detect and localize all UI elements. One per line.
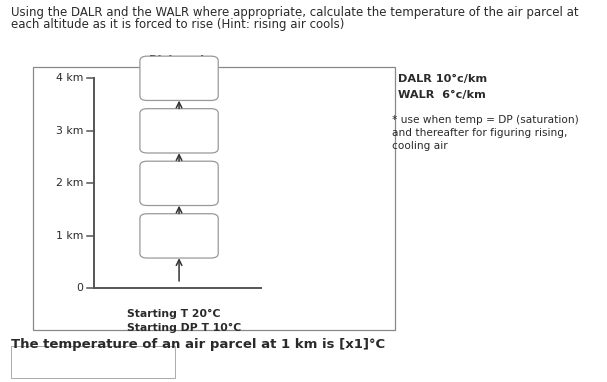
Bar xyxy=(33,67,395,330)
Text: 0: 0 xyxy=(76,283,83,293)
Text: DALR 10°c/km: DALR 10°c/km xyxy=(398,74,487,84)
Text: and thereafter for figuring rising,: and thereafter for figuring rising, xyxy=(392,128,567,138)
Text: Starting T 20°C: Starting T 20°C xyxy=(127,309,221,319)
Text: 2 km: 2 km xyxy=(56,178,83,188)
Text: cooling air: cooling air xyxy=(392,141,447,151)
FancyBboxPatch shape xyxy=(140,56,219,100)
FancyBboxPatch shape xyxy=(140,161,219,206)
Text: each altitude as it is forced to rise (Hint: rising air cools): each altitude as it is forced to rise (H… xyxy=(11,18,344,31)
Text: 1 km: 1 km xyxy=(56,231,83,241)
Text: 3 km: 3 km xyxy=(56,126,83,136)
FancyBboxPatch shape xyxy=(140,109,219,153)
Text: Using the DALR and the WALR where appropriate, calculate the temperature of the : Using the DALR and the WALR where approp… xyxy=(11,6,578,19)
Text: * use when temp = DP (saturation): * use when temp = DP (saturation) xyxy=(392,115,578,125)
Text: 4 km: 4 km xyxy=(56,73,83,83)
Text: WALR  6°c/km: WALR 6°c/km xyxy=(398,90,486,100)
Bar xyxy=(11,346,175,378)
Text: Starting DP T 10°C: Starting DP T 10°C xyxy=(127,323,242,333)
Text: The temperature of an air parcel at 1 km is [x1]°C: The temperature of an air parcel at 1 km… xyxy=(11,338,385,351)
FancyBboxPatch shape xyxy=(140,214,219,258)
Text: Rising air: Rising air xyxy=(149,55,209,65)
